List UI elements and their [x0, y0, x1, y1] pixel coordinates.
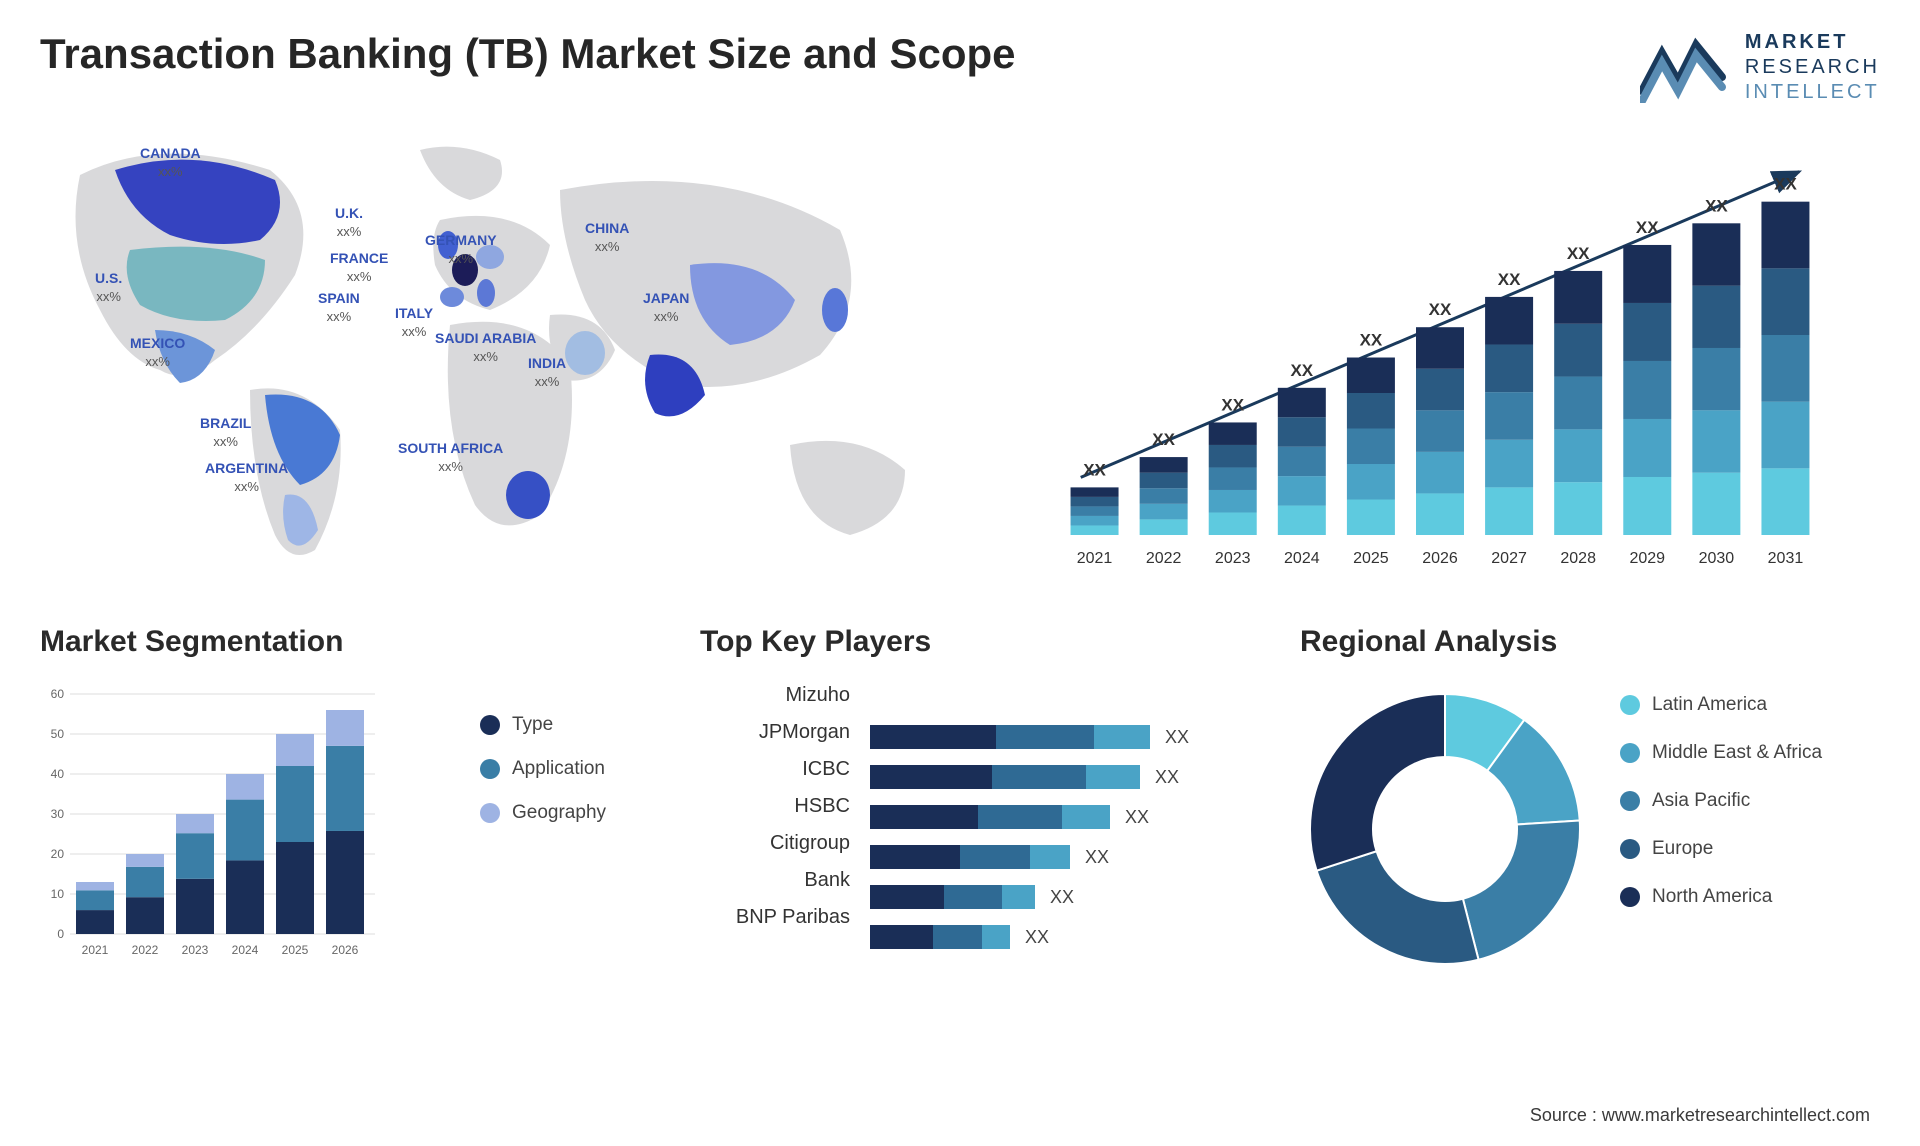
logo-text-3: INTELLECT	[1745, 80, 1880, 105]
svg-text:2025: 2025	[282, 943, 309, 957]
map-label-u.k.: U.K.xx%	[335, 205, 363, 240]
donut-svg	[1300, 684, 1590, 974]
map-label-canada: CANADAxx%	[140, 145, 201, 180]
map-label-south-africa: SOUTH AFRICAxx%	[398, 440, 503, 475]
header: Transaction Banking (TB) Market Size and…	[40, 30, 1880, 105]
svg-text:2031: 2031	[1768, 550, 1804, 567]
donut-chart	[1300, 684, 1590, 974]
map-label-france: FRANCExx%	[330, 250, 388, 285]
map-label-japan: JAPANxx%	[643, 290, 689, 325]
svg-text:2022: 2022	[132, 943, 159, 957]
regional-title: Regional Analysis	[1300, 625, 1880, 659]
svg-text:XX: XX	[1221, 395, 1244, 414]
svg-text:10: 10	[51, 887, 65, 901]
svg-text:2021: 2021	[1077, 550, 1113, 567]
map-label-brazil: BRAZILxx%	[200, 415, 251, 450]
page-title: Transaction Banking (TB) Market Size and…	[40, 30, 1016, 78]
player-bar-row: XX	[870, 844, 1280, 870]
map-label-italy: ITALYxx%	[395, 305, 433, 340]
svg-text:50: 50	[51, 727, 65, 741]
regional-legend-latin-america: Latin America	[1620, 694, 1880, 716]
player-name-bnp-paribas: BNP Paribas	[700, 906, 850, 929]
player-name-icbc: ICBC	[700, 758, 850, 781]
player-bar-row: XX	[870, 724, 1280, 750]
player-bar-row: XX	[870, 804, 1280, 830]
svg-text:2025: 2025	[1353, 550, 1389, 567]
growth-chart: XX 2021 XX 2022 XX 2023 XX 2024 XX 2025 XX 2026 XX 20…	[1020, 135, 1880, 575]
map-label-india: INDIAxx%	[528, 355, 566, 390]
world-map: CANADAxx% U.S.xx% MEXICOxx% BRAZILxx% ARGENT…	[40, 135, 980, 575]
logo: MARKET RESEARCH INTELLECT	[1640, 30, 1880, 105]
seg-legend-geography: Geography	[480, 802, 680, 824]
growth-svg: XX 2021 XX 2022 XX 2023 XX 2024 XX 2025 XX 2026 XX 20…	[1020, 135, 1840, 575]
svg-text:2024: 2024	[232, 943, 259, 957]
svg-text:40: 40	[51, 767, 65, 781]
key-players-title: Top Key Players	[700, 625, 1280, 659]
svg-text:30: 30	[51, 807, 65, 821]
player-bar-row: XX	[870, 924, 1280, 950]
seg-svg: 0 10 20 30 40 50 60 2021 2022 2023 2024 2025 2026	[40, 684, 380, 964]
bottom-row: Market Segmentation 0 10 20 30 40 50 60 2021 202…	[40, 625, 1880, 974]
top-row: CANADAxx% U.S.xx% MEXICOxx% BRAZILxx% ARGENT…	[40, 135, 1880, 575]
player-name-jpmorgan: JPMorgan	[700, 721, 850, 744]
svg-text:20: 20	[51, 847, 65, 861]
map-label-argentina: ARGENTINAxx%	[205, 460, 288, 495]
svg-text:0: 0	[57, 927, 64, 941]
regional-legend: Latin America Middle East & Africa Asia Pa…	[1620, 684, 1880, 934]
logo-text-2: RESEARCH	[1745, 55, 1880, 80]
svg-text:XX: XX	[1774, 175, 1797, 194]
map-label-u.s.: U.S.xx%	[95, 270, 122, 305]
svg-text:60: 60	[51, 687, 65, 701]
map-label-spain: SPAINxx%	[318, 290, 360, 325]
players-bars: XX XX XX XX XX XX	[870, 684, 1280, 964]
regional-legend-asia-pacific: Asia Pacific	[1620, 790, 1880, 812]
segmentation-chart: 0 10 20 30 40 50 60 2021 2022 2023 2024 2025 2026	[40, 684, 450, 964]
segmentation-legend: Type Application Geography	[480, 684, 680, 964]
players-names: Mizuho JPMorgan ICBC HSBC Citigroup Bank BNP P…	[700, 684, 850, 964]
player-name-citigroup: Citigroup	[700, 832, 850, 855]
map-label-china: CHINAxx%	[585, 220, 629, 255]
player-bar-row: XX	[870, 764, 1280, 790]
player-name-bank: Bank	[700, 869, 850, 892]
player-name-hsbc: HSBC	[700, 795, 850, 818]
svg-text:2030: 2030	[1699, 550, 1735, 567]
svg-text:XX: XX	[1152, 430, 1175, 449]
svg-text:XX: XX	[1636, 218, 1659, 237]
svg-text:XX: XX	[1083, 460, 1106, 479]
regional-legend-middle-east-africa: Middle East & Africa	[1620, 742, 1880, 764]
regional-legend-north-america: North America	[1620, 886, 1880, 908]
svg-text:XX: XX	[1567, 244, 1590, 263]
svg-text:2021: 2021	[82, 943, 109, 957]
seg-legend-application: Application	[480, 758, 680, 780]
player-bar-row: XX	[870, 884, 1280, 910]
key-players-section: Top Key Players Mizuho JPMorgan ICBC HSBC Ci…	[700, 625, 1280, 974]
svg-text:2027: 2027	[1491, 550, 1527, 567]
svg-text:2023: 2023	[182, 943, 209, 957]
map-label-germany: GERMANYxx%	[425, 232, 497, 267]
svg-text:XX: XX	[1705, 196, 1728, 215]
regional-legend-europe: Europe	[1620, 838, 1880, 860]
svg-text:2026: 2026	[1422, 550, 1458, 567]
segmentation-title: Market Segmentation	[40, 625, 680, 659]
logo-icon	[1640, 33, 1730, 103]
svg-text:2026: 2026	[332, 943, 359, 957]
source-text: Source : www.marketresearchintellect.com	[1530, 1105, 1870, 1126]
map-label-saudi-arabia: SAUDI ARABIAxx%	[435, 330, 536, 365]
svg-text:2023: 2023	[1215, 550, 1251, 567]
svg-text:2029: 2029	[1629, 550, 1665, 567]
svg-text:XX: XX	[1360, 331, 1383, 350]
svg-text:2024: 2024	[1284, 550, 1320, 567]
seg-legend-type: Type	[480, 714, 680, 736]
player-name-mizuho: Mizuho	[700, 684, 850, 707]
svg-text:XX: XX	[1290, 361, 1313, 380]
map-label-mexico: MEXICOxx%	[130, 335, 185, 370]
regional-section: Regional Analysis Latin America Middle Ea…	[1300, 625, 1880, 974]
svg-text:2028: 2028	[1560, 550, 1596, 567]
logo-text-1: MARKET	[1745, 30, 1880, 55]
svg-text:XX: XX	[1429, 300, 1452, 319]
svg-text:XX: XX	[1498, 270, 1521, 289]
segmentation-section: Market Segmentation 0 10 20 30 40 50 60 2021 202…	[40, 625, 680, 974]
svg-text:2022: 2022	[1146, 550, 1182, 567]
